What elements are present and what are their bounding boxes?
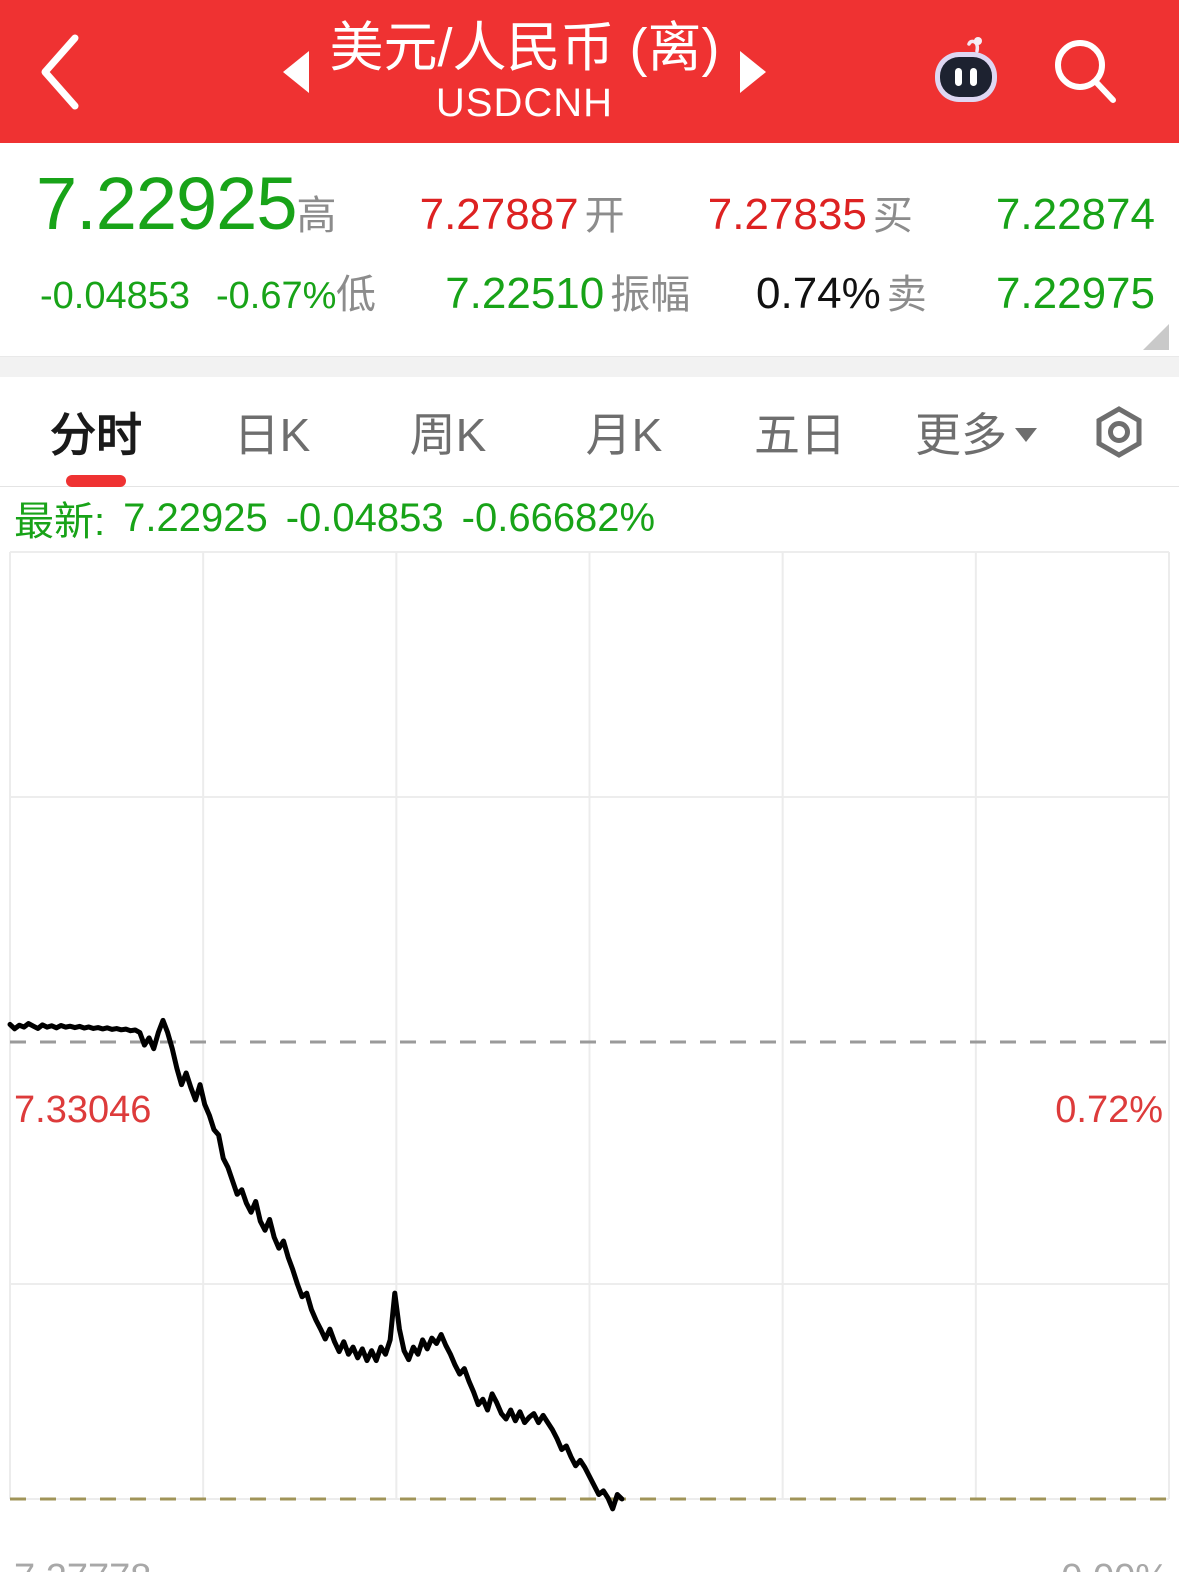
axis-mid-price: 7.27778	[14, 1557, 151, 1572]
amplitude-label: 振幅	[610, 273, 691, 317]
search-icon	[1055, 39, 1116, 103]
prev-symbol-button[interactable]	[282, 50, 312, 94]
chart-canvas	[7, 551, 1170, 1512]
high-value: 7.27887	[419, 190, 579, 239]
amplitude-value: 0.74%	[756, 269, 881, 318]
search-button[interactable]	[1049, 36, 1121, 108]
next-symbol-button[interactable]	[737, 50, 767, 94]
symbol-title-block: 美元/人民币 (离) USDCNH	[330, 21, 720, 123]
change-absolute: -0.04853	[40, 275, 191, 317]
tab-month-k-label: 月K	[585, 408, 663, 461]
axis-high-price: 7.33046	[14, 1089, 152, 1131]
quote-row-2: -0.04853 -0.67% 低 7.22510 振幅 0.74% 卖 7.2…	[36, 262, 1161, 348]
latest-label: 最新:	[14, 500, 106, 544]
hex-nut-settings-icon	[1096, 405, 1142, 458]
tab-day-k-label: 日K	[233, 408, 311, 461]
high-label: 高	[296, 194, 337, 238]
tab-month-k[interactable]: 月K	[536, 399, 712, 465]
symbol-switcher: 美元/人民币 (离) USDCNH	[120, 0, 929, 143]
low-label: 低	[336, 273, 376, 317]
latest-price: 7.22925	[123, 495, 268, 540]
tab-five-day[interactable]: 五日	[712, 399, 888, 465]
header-actions	[929, 0, 1179, 143]
quote-panel[interactable]: 7.22925 高 7.27887 开 7.27835 买 7.22874 -0…	[0, 143, 1179, 357]
expand-quote-handle[interactable]	[1141, 324, 1169, 352]
tab-more[interactable]: 更多	[888, 399, 1064, 465]
chevron-left-icon	[41, 34, 79, 109]
ask-value: 7.22975	[995, 269, 1156, 318]
ask-label: 卖	[886, 273, 927, 317]
back-button[interactable]	[0, 0, 120, 143]
robot-assistant-icon	[935, 36, 997, 102]
axis-high-percent: 0.72%	[1055, 1089, 1163, 1131]
tab-fenshi-label: 分时	[50, 408, 142, 461]
tab-fenshi[interactable]: 分时	[8, 399, 184, 487]
symbol-name-cn: 美元/人民币 (离)	[329, 17, 720, 78]
tab-active-indicator	[66, 474, 126, 487]
triangle-left-icon	[282, 50, 309, 93]
tab-more-label: 更多	[915, 408, 1007, 461]
latest-change: -0.04853	[285, 495, 444, 540]
low-value: 7.22510	[445, 269, 605, 318]
tab-five-day-label: 五日	[754, 408, 846, 461]
panel-divider	[0, 357, 1179, 377]
last-price: 7.22925	[36, 162, 297, 245]
intraday-chart[interactable]: 7.33046 0.72% 7.27778 0.00% 7.22510 -0.7…	[0, 549, 1179, 1572]
quote-row-1: 7.22925 高 7.27887 开 7.27835 买 7.22874	[36, 167, 1161, 262]
chart-period-tabs: 分时 日K 周K 月K 五日 更多	[0, 377, 1179, 487]
tab-day-k[interactable]: 日K	[184, 399, 360, 465]
change-percent: -0.67%	[216, 275, 337, 317]
chart-settings-button[interactable]	[1064, 401, 1174, 463]
resize-corner-icon	[1143, 324, 1169, 350]
open-label: 开	[584, 194, 625, 238]
tab-week-k-label: 周K	[409, 408, 487, 461]
symbol-code: USDCNH	[435, 80, 614, 125]
ai-assistant-button[interactable]	[929, 35, 1003, 109]
open-value: 7.27835	[707, 190, 867, 239]
axis-mid-percent: 0.00%	[1061, 1557, 1169, 1572]
bid-label: 买	[872, 194, 913, 238]
change-group: -0.04853 -0.67%	[36, 275, 336, 318]
app-header: 美元/人民币 (离) USDCNH	[0, 0, 1179, 143]
latest-change-percent: -0.66682%	[461, 495, 656, 540]
chevron-down-icon	[1015, 427, 1037, 442]
tab-week-k[interactable]: 周K	[360, 399, 536, 465]
latest-quote-line: 最新: 7.22925 -0.04853 -0.66682%	[0, 487, 1179, 549]
triangle-right-icon	[740, 50, 767, 93]
bid-value: 7.22874	[995, 190, 1155, 239]
